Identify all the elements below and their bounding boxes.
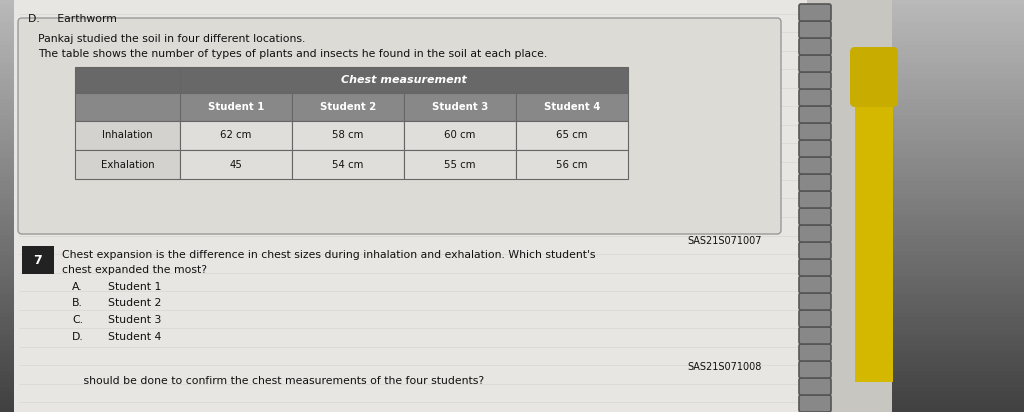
FancyBboxPatch shape xyxy=(799,191,831,208)
Bar xyxy=(180,150,292,179)
Text: 65 cm: 65 cm xyxy=(556,131,588,140)
Text: Pankaj studied the soil in four different locations.: Pankaj studied the soil in four differen… xyxy=(38,34,305,44)
Bar xyxy=(292,121,404,150)
Bar xyxy=(75,121,180,150)
Bar xyxy=(180,67,628,93)
FancyBboxPatch shape xyxy=(799,327,831,344)
Bar xyxy=(180,121,292,150)
FancyBboxPatch shape xyxy=(799,89,831,106)
Text: C.: C. xyxy=(72,315,83,325)
Text: should be done to confirm the chest measurements of the four students?: should be done to confirm the chest meas… xyxy=(45,376,484,386)
FancyBboxPatch shape xyxy=(799,208,831,225)
FancyBboxPatch shape xyxy=(799,174,831,191)
Text: 62 cm: 62 cm xyxy=(220,131,252,140)
FancyBboxPatch shape xyxy=(799,242,831,259)
FancyBboxPatch shape xyxy=(799,378,831,395)
FancyBboxPatch shape xyxy=(799,72,831,89)
Text: D.: D. xyxy=(72,332,84,342)
Text: 55 cm: 55 cm xyxy=(444,159,476,169)
FancyBboxPatch shape xyxy=(799,310,831,327)
Text: Student 1: Student 1 xyxy=(108,282,162,292)
Text: Student 3: Student 3 xyxy=(432,102,488,112)
Text: 56 cm: 56 cm xyxy=(556,159,588,169)
FancyBboxPatch shape xyxy=(799,395,831,412)
Bar xyxy=(404,150,516,179)
Text: Student 1: Student 1 xyxy=(208,102,264,112)
Text: Exhalation: Exhalation xyxy=(100,159,155,169)
Text: Chest expansion is the difference in chest sizes during inhalation and exhalatio: Chest expansion is the difference in che… xyxy=(62,250,596,260)
FancyBboxPatch shape xyxy=(799,123,831,140)
Text: A.: A. xyxy=(72,282,83,292)
Text: 7: 7 xyxy=(34,253,42,267)
FancyBboxPatch shape xyxy=(18,18,781,234)
FancyBboxPatch shape xyxy=(799,344,831,361)
Text: Inhalation: Inhalation xyxy=(102,131,153,140)
Text: 54 cm: 54 cm xyxy=(333,159,364,169)
FancyBboxPatch shape xyxy=(799,293,831,310)
Bar xyxy=(404,93,516,121)
Text: Student 4: Student 4 xyxy=(544,102,600,112)
FancyBboxPatch shape xyxy=(799,55,831,72)
Bar xyxy=(22,246,54,274)
Bar xyxy=(516,150,628,179)
Bar xyxy=(75,150,180,179)
Text: D.     Earthworm: D. Earthworm xyxy=(28,14,117,24)
FancyBboxPatch shape xyxy=(799,157,831,174)
Bar xyxy=(516,93,628,121)
Text: chest expanded the most?: chest expanded the most? xyxy=(62,265,207,275)
Bar xyxy=(292,150,404,179)
FancyBboxPatch shape xyxy=(799,225,831,242)
Text: Student 4: Student 4 xyxy=(108,332,162,342)
Bar xyxy=(75,93,180,121)
Text: Student 3: Student 3 xyxy=(108,315,162,325)
Text: 60 cm: 60 cm xyxy=(444,131,476,140)
Text: Student 2: Student 2 xyxy=(319,102,376,112)
Text: SAS21S071008: SAS21S071008 xyxy=(688,362,762,372)
FancyBboxPatch shape xyxy=(799,259,831,276)
Bar xyxy=(180,93,292,121)
FancyBboxPatch shape xyxy=(799,106,831,123)
Text: Chest measurement: Chest measurement xyxy=(341,75,467,85)
Bar xyxy=(855,72,893,382)
Text: Student 2: Student 2 xyxy=(108,299,162,309)
FancyBboxPatch shape xyxy=(799,4,831,21)
FancyBboxPatch shape xyxy=(799,140,831,157)
Bar xyxy=(516,121,628,150)
Text: SAS21S071007: SAS21S071007 xyxy=(687,236,762,246)
Text: The table shows the number of types of plants and insects he found in the soil a: The table shows the number of types of p… xyxy=(38,49,547,59)
Text: 45: 45 xyxy=(229,159,243,169)
FancyBboxPatch shape xyxy=(799,361,831,378)
FancyBboxPatch shape xyxy=(799,276,831,293)
Bar xyxy=(292,93,404,121)
FancyBboxPatch shape xyxy=(799,21,831,38)
Text: B.: B. xyxy=(72,299,83,309)
Bar xyxy=(75,67,180,93)
Bar xyxy=(404,121,516,150)
Bar xyxy=(14,0,809,412)
FancyBboxPatch shape xyxy=(799,38,831,55)
Text: 58 cm: 58 cm xyxy=(333,131,364,140)
FancyBboxPatch shape xyxy=(850,47,898,107)
Bar xyxy=(807,0,892,412)
